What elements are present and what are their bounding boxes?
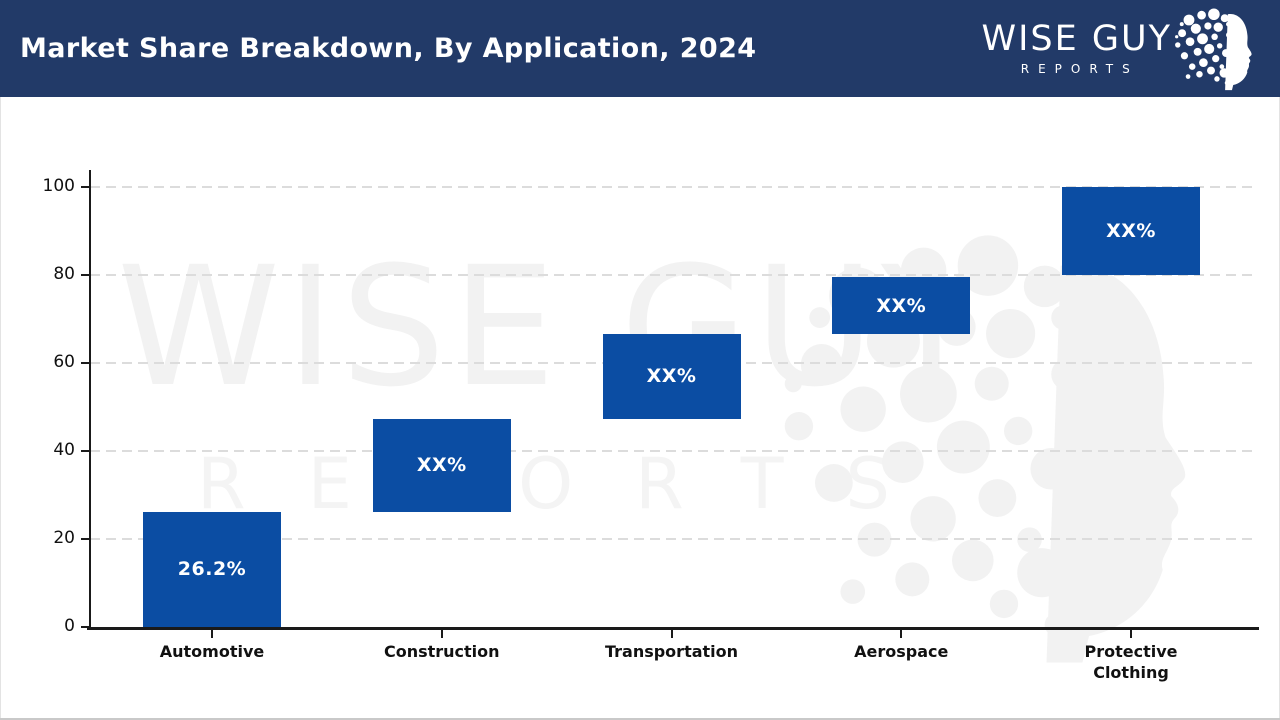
y-axis-tick-100 [81, 186, 89, 188]
x-axis-tick-4 [900, 630, 903, 638]
category-label-construction: Construction [383, 642, 500, 661]
bottom-border [0, 718, 1280, 720]
y-axis-tick-0 [81, 626, 89, 628]
y-axis-tick-40 [81, 450, 89, 452]
y-tick-label-100: 100 [42, 176, 75, 196]
page-title: Market Share Breakdown, By Application, … [20, 33, 757, 64]
bar-protective-clothing: XX% [1062, 187, 1200, 275]
category-label-aerospace: Aerospace [854, 642, 949, 661]
x-axis-tick-2 [440, 630, 443, 638]
brand-logo: WISE GUY REPORTS [981, 7, 1258, 91]
y-axis-tick-60 [81, 362, 89, 364]
category-label-automotive: Automotive [159, 642, 265, 661]
watermark-dotted-head-profile-icon [763, 215, 1193, 680]
y-axis-tick-80 [81, 274, 89, 276]
bar-value-label: XX% [876, 294, 927, 317]
x-axis-line [87, 627, 1259, 630]
bar-value-label: XX% [416, 454, 467, 477]
bar-aerospace: XX% [832, 277, 971, 334]
gridline-40 [90, 450, 1256, 452]
bar-transportation: XX% [602, 333, 741, 419]
brand-wordmark: WISE GUY REPORTS [981, 18, 1172, 76]
waterfall-chart: WISE GUY REPORTS 0 20 40 60 80 100 Automotive C… [0, 97, 1280, 720]
y-tick-label-40: 40 [53, 440, 75, 460]
y-axis-line [89, 170, 91, 629]
bar-automotive: 26.2% [143, 511, 281, 627]
dotted-head-profile-icon [1166, 7, 1258, 91]
x-axis-tick-5 [1130, 630, 1132, 638]
watermark-reports-text: REPORTS [197, 443, 952, 525]
app-header: Market Share Breakdown, By Application, … [0, 0, 1280, 97]
gridline-20 [90, 538, 1256, 540]
brand-subtitle: REPORTS [1020, 61, 1139, 76]
gridline-80 [90, 274, 1256, 276]
brand-name: WISE GUY [981, 18, 1172, 59]
gridline-100 [90, 186, 1256, 188]
bar-construction: XX% [372, 418, 511, 512]
bar-value-label: 26.2% [177, 558, 247, 581]
y-tick-label-0: 0 [64, 616, 75, 636]
x-axis-tick-3 [670, 630, 673, 638]
y-tick-label-60: 60 [53, 352, 75, 372]
y-tick-label-80: 80 [53, 264, 75, 284]
x-axis-tick-1 [211, 630, 213, 638]
y-axis-tick-20 [81, 538, 89, 540]
category-label-transportation: Transportation [604, 642, 739, 661]
category-label-protective-clothing: Protective Clothing [1084, 642, 1178, 683]
bar-value-label: XX% [646, 365, 697, 388]
bar-value-label: XX% [1106, 220, 1156, 242]
y-tick-label-20: 20 [53, 528, 75, 548]
